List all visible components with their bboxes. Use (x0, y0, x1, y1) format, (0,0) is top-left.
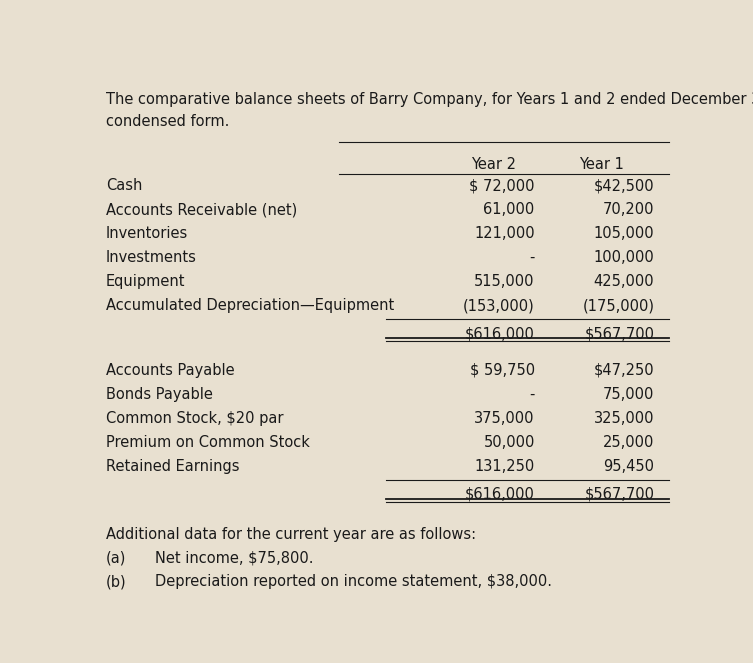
Text: $616,000: $616,000 (465, 326, 535, 341)
Text: Inventories: Inventories (105, 226, 188, 241)
Text: 131,250: 131,250 (474, 459, 535, 474)
Text: $47,250: $47,250 (593, 363, 654, 378)
Text: $567,700: $567,700 (584, 487, 654, 502)
Text: 61,000: 61,000 (483, 202, 535, 217)
Text: Equipment: Equipment (105, 274, 185, 289)
Text: Cash: Cash (105, 178, 142, 193)
Text: $ 72,000: $ 72,000 (469, 178, 535, 193)
Text: Year 2: Year 2 (471, 157, 517, 172)
Text: -: - (529, 387, 535, 402)
Text: condensed form.: condensed form. (105, 114, 229, 129)
Text: Common Stock, $20 par: Common Stock, $20 par (105, 411, 283, 426)
Text: -: - (529, 250, 535, 265)
Text: 515,000: 515,000 (474, 274, 535, 289)
Text: $616,000: $616,000 (465, 487, 535, 502)
Text: 50,000: 50,000 (483, 435, 535, 450)
Text: 95,450: 95,450 (603, 459, 654, 474)
Text: 425,000: 425,000 (593, 274, 654, 289)
Text: (175,000): (175,000) (582, 298, 654, 313)
Text: The comparative balance sheets of Barry Company, for Years 1 and 2 ended Decembe: The comparative balance sheets of Barry … (105, 92, 753, 107)
Text: (153,000): (153,000) (463, 298, 535, 313)
Text: 121,000: 121,000 (474, 226, 535, 241)
Text: $567,700: $567,700 (584, 326, 654, 341)
Text: Premium on Common Stock: Premium on Common Stock (105, 435, 309, 450)
Text: Net income, $75,800.: Net income, $75,800. (155, 551, 314, 566)
Text: 25,000: 25,000 (603, 435, 654, 450)
Text: Investments: Investments (105, 250, 197, 265)
Text: 100,000: 100,000 (593, 250, 654, 265)
Text: (b): (b) (105, 574, 127, 589)
Text: Retained Earnings: Retained Earnings (105, 459, 239, 474)
Text: $42,500: $42,500 (593, 178, 654, 193)
Text: Accounts Receivable (net): Accounts Receivable (net) (105, 202, 297, 217)
Text: Accounts Payable: Accounts Payable (105, 363, 234, 378)
Text: $ 59,750: $ 59,750 (470, 363, 535, 378)
Text: 325,000: 325,000 (594, 411, 654, 426)
Text: 375,000: 375,000 (474, 411, 535, 426)
Text: Year 1: Year 1 (579, 157, 624, 172)
Text: Accumulated Depreciation—Equipment: Accumulated Depreciation—Equipment (105, 298, 394, 313)
Text: Additional data for the current year are as follows:: Additional data for the current year are… (105, 527, 476, 542)
Text: 105,000: 105,000 (593, 226, 654, 241)
Text: Bonds Payable: Bonds Payable (105, 387, 212, 402)
Text: (a): (a) (105, 551, 127, 566)
Text: Depreciation reported on income statement, $38,000.: Depreciation reported on income statemen… (155, 574, 553, 589)
Text: 70,200: 70,200 (603, 202, 654, 217)
Text: 75,000: 75,000 (603, 387, 654, 402)
